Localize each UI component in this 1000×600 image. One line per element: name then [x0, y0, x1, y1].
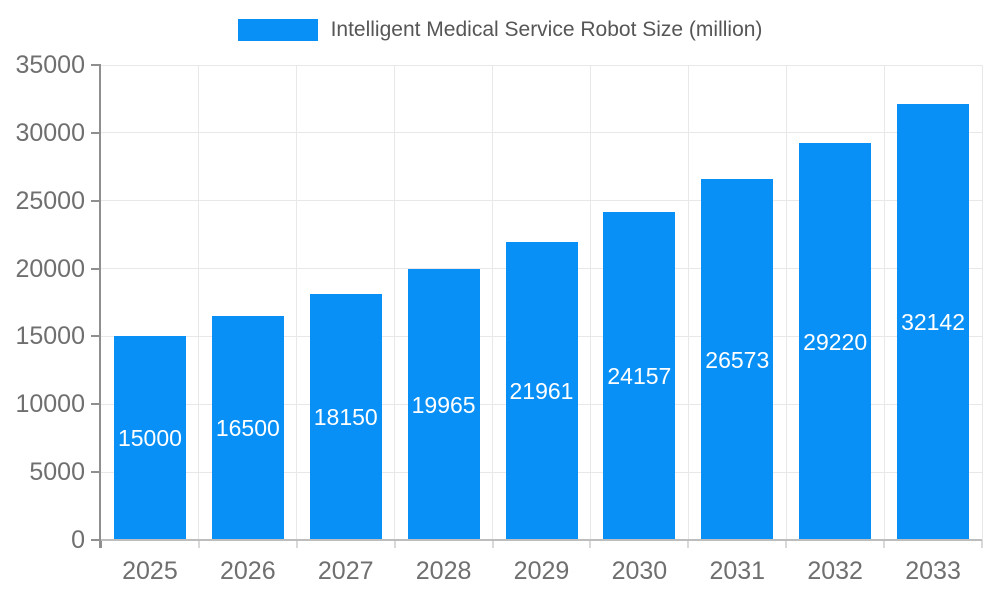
x-axis-tick-label: 2025: [122, 557, 178, 585]
bar-value-label: 26573: [705, 346, 770, 373]
x-axis-tick-label: 2028: [415, 557, 472, 585]
y-axis-tick: [91, 267, 101, 270]
x-axis-tick: [100, 540, 102, 548]
gridline-vertical: [394, 65, 396, 540]
bar-value-label: 32142: [901, 308, 966, 335]
x-axis-tick: [687, 540, 690, 548]
y-axis-tick: [91, 199, 101, 202]
x-axis-tick-label: 2026: [220, 557, 276, 585]
bar-value-label: 15000: [117, 425, 182, 452]
bar: [603, 212, 676, 540]
gridline-vertical: [981, 65, 983, 540]
bar: [897, 103, 970, 540]
x-axis-tick-label: 2031: [709, 557, 766, 585]
y-axis-tick: [91, 471, 101, 474]
x-axis-tick-label: 2027: [317, 557, 374, 585]
legend-swatch-icon: [237, 19, 318, 41]
x-axis-tick: [197, 540, 200, 548]
gridline-horizontal: [101, 64, 982, 66]
bar-value-label: 18150: [313, 403, 378, 430]
x-axis-tick: [981, 540, 983, 548]
bar: [309, 293, 382, 540]
legend[interactable]: Intelligent Medical Service Robot Size (…: [0, 16, 1000, 44]
x-axis-tick-label: 2030: [611, 557, 668, 585]
x-axis-tick-label: 2029: [513, 557, 570, 585]
bar-value-label: 21961: [509, 377, 574, 404]
bar: [701, 179, 774, 540]
bar-value-label: 19965: [411, 391, 476, 418]
gridline-horizontal: [101, 200, 982, 202]
bar: [407, 269, 480, 540]
y-axis-tick: [91, 131, 101, 134]
gridline-vertical: [589, 65, 591, 540]
y-axis-tick-label: 25000: [15, 186, 85, 215]
bar-value-label: 16500: [215, 415, 280, 442]
bar: [505, 241, 578, 540]
x-axis-tick: [295, 540, 298, 548]
gridline-vertical: [198, 65, 200, 540]
y-axis-tick: [91, 403, 101, 406]
gridline-vertical: [785, 65, 787, 540]
x-axis-tick: [883, 540, 886, 548]
bar-value-label: 29220: [803, 328, 868, 355]
y-axis-tick-label: 35000: [15, 51, 85, 79]
gridline-vertical: [492, 65, 494, 540]
gridline-vertical: [883, 65, 885, 540]
legend-label: Intelligent Medical Service Robot Size (…: [330, 18, 763, 41]
x-axis-line: [101, 539, 982, 541]
y-axis-tick-label: 15000: [15, 322, 85, 351]
gridline-vertical: [687, 65, 689, 540]
y-axis-tick: [91, 64, 101, 66]
x-axis-tick: [393, 540, 396, 548]
y-axis-tick-label: 5000: [29, 458, 85, 487]
x-axis-tick: [491, 540, 494, 548]
y-axis-tick-label: 30000: [15, 118, 85, 147]
y-axis-tick-label: 20000: [15, 254, 85, 283]
y-axis-tick-label: 10000: [15, 390, 85, 419]
y-axis-tick-label: 0: [71, 526, 85, 554]
bar: [799, 143, 872, 540]
x-axis-tick: [785, 540, 788, 548]
y-axis-tick: [91, 335, 101, 338]
x-axis-tick-label: 2033: [905, 557, 961, 585]
x-axis-tick: [589, 540, 592, 548]
gridline-vertical: [296, 65, 298, 540]
gridline-horizontal: [101, 132, 982, 134]
bar-value-label: 24157: [607, 363, 672, 390]
bar: [113, 336, 186, 540]
y-axis-line: [99, 65, 101, 548]
bar: [211, 316, 284, 540]
x-axis-tick-label: 2032: [807, 557, 863, 585]
y-axis-tick: [91, 539, 101, 541]
